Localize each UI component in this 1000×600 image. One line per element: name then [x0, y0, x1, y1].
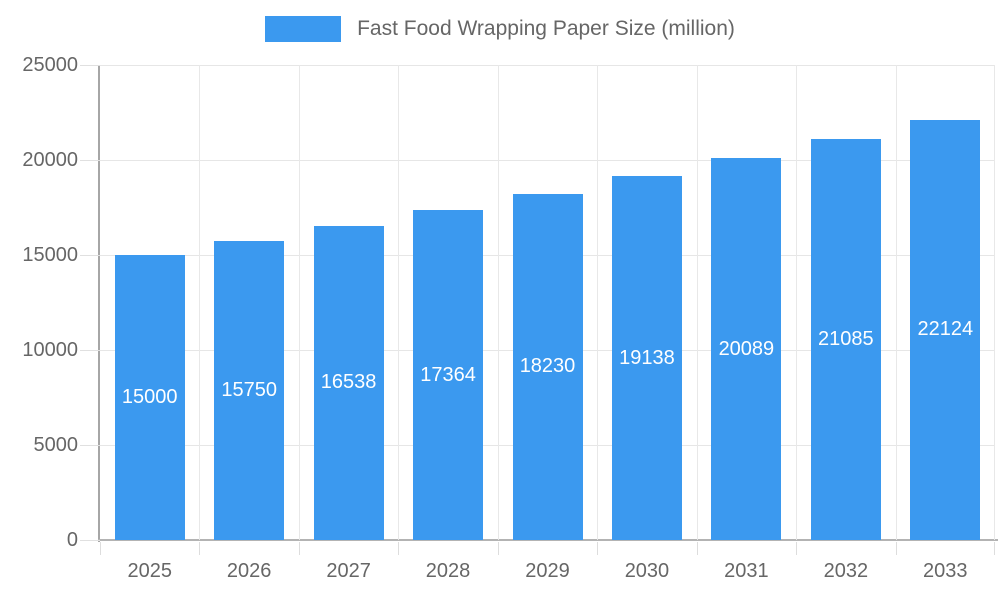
v-gridline [398, 65, 400, 540]
x-axis-tick-label: 2025 [127, 560, 172, 582]
x-tick-mark [597, 542, 599, 555]
bar-value-label: 15750 [221, 378, 277, 401]
legend-item[interactable]: Fast Food Wrapping Paper Size (million) [0, 12, 1000, 46]
v-gridline [895, 65, 897, 540]
bar-value-label: 17364 [420, 363, 476, 386]
y-axis-labels: 0 5000 10000 15000 20000 25000 [0, 0, 78, 600]
y-axis-tick-label: 0 [66, 529, 78, 551]
x-axis-tick-label: 2032 [823, 560, 869, 582]
bar-2031[interactable]: 20089 [711, 158, 782, 540]
legend-label: Fast Food Wrapping Paper Size (million) [357, 17, 735, 40]
x-axis-labels: 2025 2026 2027 2028 2029 2030 2031 2032 2033 [100, 556, 995, 586]
x-tick-mark [895, 542, 897, 555]
legend-swatch [265, 16, 342, 42]
y-tick-mark [80, 254, 100, 256]
y-tick-mark [80, 64, 100, 66]
x-tick-mark [994, 542, 995, 555]
x-axis-tick-label: 2028 [425, 560, 471, 582]
bar-2032[interactable]: 21085 [810, 139, 881, 540]
bar-value-label: 21085 [818, 328, 874, 351]
x-axis-tick-label: 2027 [326, 560, 371, 582]
y-axis-tick-label: 5000 [33, 434, 79, 456]
y-axis-tick-label: 15000 [22, 244, 78, 266]
h-gridline [100, 64, 995, 66]
y-tick-mark [80, 159, 100, 161]
y-axis-tick-label: 25000 [22, 54, 78, 76]
x-axis-tick-label: 2026 [226, 560, 272, 582]
v-gridline [696, 65, 698, 540]
bar-value-label: 20089 [718, 337, 775, 360]
y-axis-line [98, 65, 100, 542]
bar-2033[interactable]: 22124 [910, 119, 981, 540]
bar-value-label: 22124 [917, 318, 974, 341]
x-tick-mark [298, 542, 300, 555]
v-gridline [199, 65, 201, 540]
plot-area: 15000 15750 16538 17364 18230 19138 20089 21085… [80, 64, 995, 555]
bar-value-label: 16538 [320, 371, 377, 394]
x-tick-mark [199, 542, 201, 555]
y-axis-tick-label: 20000 [22, 149, 78, 171]
v-gridline [994, 65, 995, 540]
bar-2028[interactable]: 17364 [413, 210, 484, 540]
x-tick-mark [398, 542, 400, 555]
bar-2027[interactable]: 16538 [313, 225, 384, 540]
h-gridline [100, 159, 995, 161]
bar-2025[interactable]: 15000 [114, 255, 185, 540]
y-axis-tick-label: 10000 [22, 339, 78, 361]
x-tick-mark [696, 542, 698, 555]
bar-2030[interactable]: 19138 [611, 176, 682, 540]
bar-value-label: 15000 [121, 386, 178, 408]
bar-value-label: 18230 [519, 355, 576, 378]
x-tick-mark [100, 542, 101, 555]
x-axis-line [98, 539, 998, 541]
y-tick-mark [80, 349, 100, 351]
y-tick-mark [80, 444, 100, 446]
x-tick-mark [796, 542, 798, 555]
y-tick-mark [80, 539, 100, 541]
v-gridline [298, 65, 300, 540]
x-axis-tick-label: 2031 [724, 560, 769, 582]
x-axis-tick-label: 2030 [624, 560, 670, 582]
bar-2029[interactable]: 18230 [512, 193, 583, 540]
x-tick-mark [497, 542, 499, 555]
v-gridline [796, 65, 798, 540]
v-gridline [497, 65, 499, 540]
v-gridline [597, 65, 599, 540]
x-axis-tick-label: 2033 [923, 560, 968, 582]
bar-value-label: 19138 [619, 346, 675, 369]
x-axis-tick-label: 2029 [525, 560, 570, 582]
bar-2026[interactable]: 15750 [214, 240, 285, 540]
